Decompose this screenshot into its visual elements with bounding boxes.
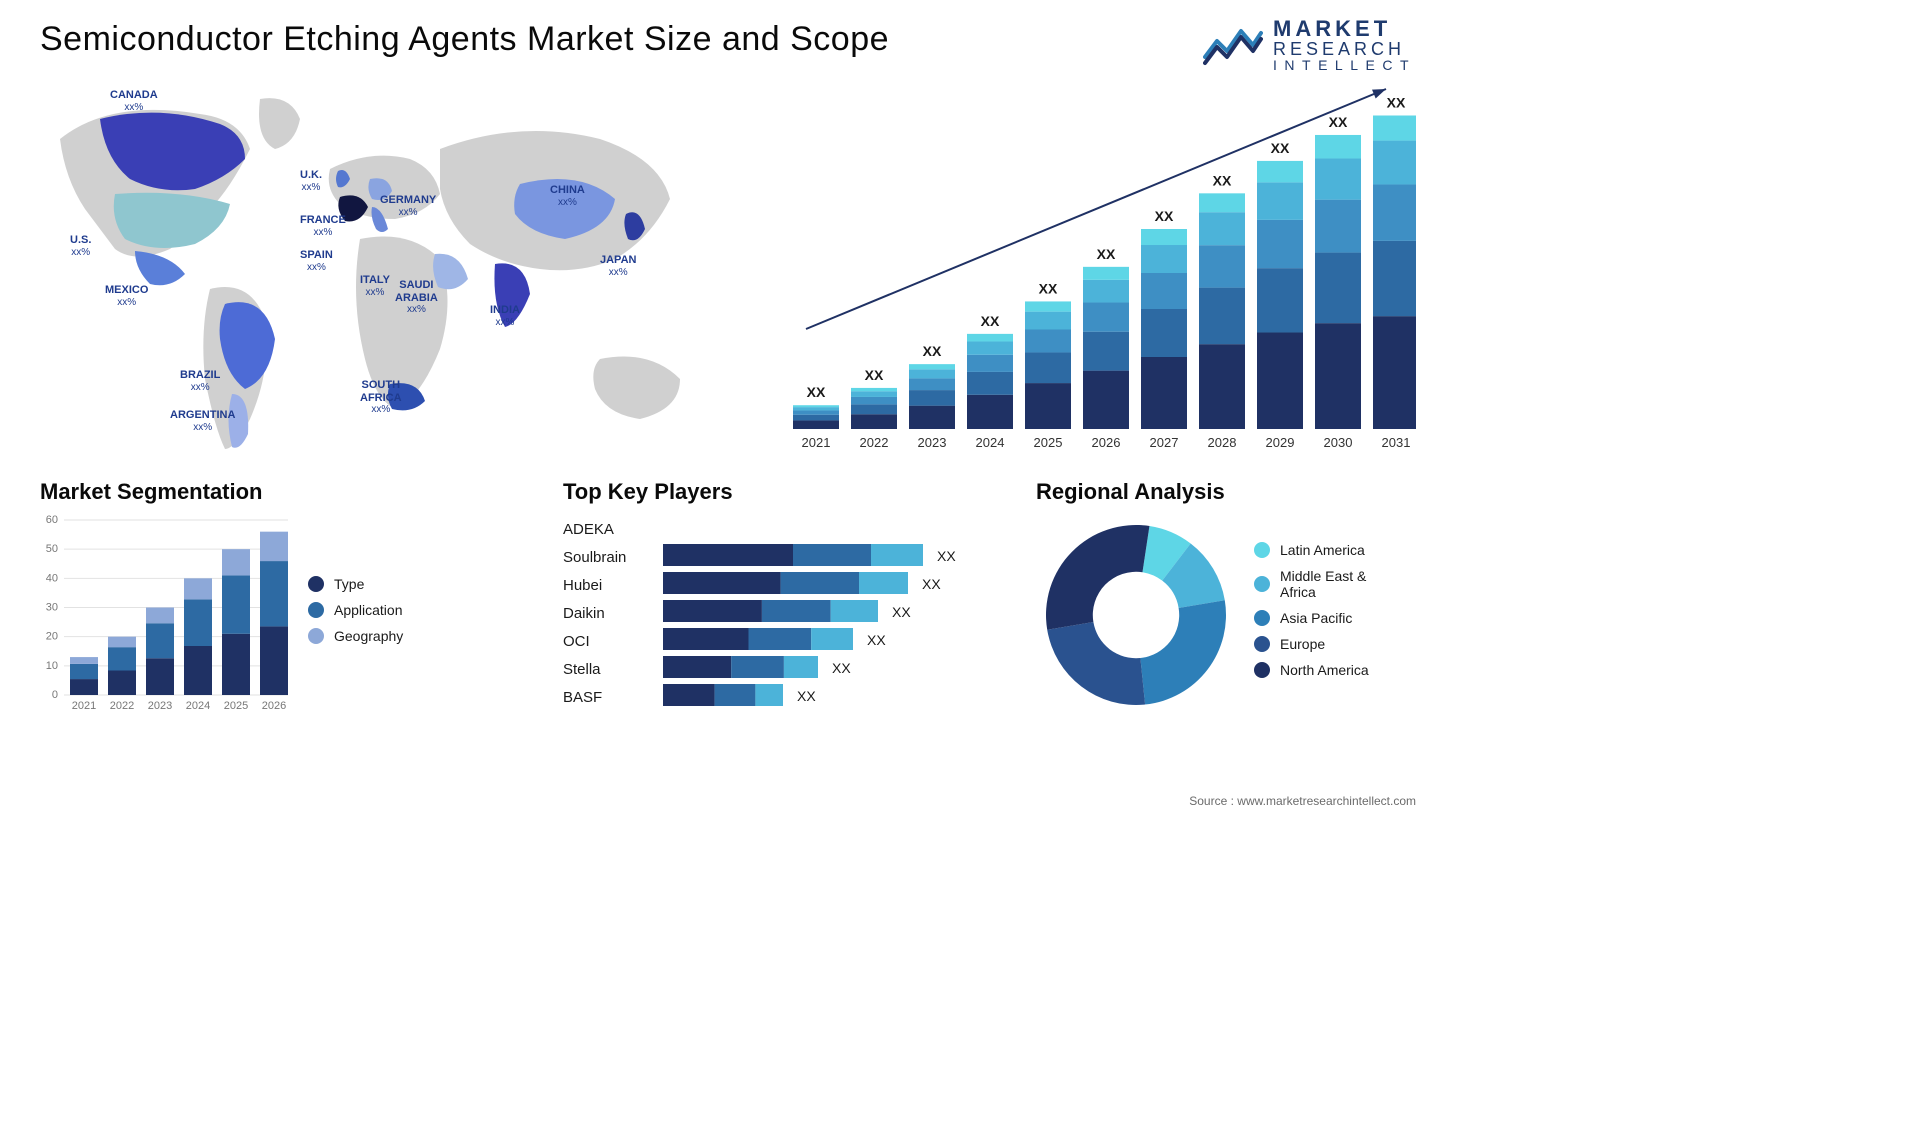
- svg-text:2023: 2023: [148, 700, 172, 712]
- svg-text:XX: XX: [1329, 114, 1348, 130]
- svg-text:60: 60: [46, 515, 58, 526]
- segmentation-chart: 0 10 20 30 40 50 60 2021 2022 2023 2024 2025 2026: [40, 515, 290, 715]
- svg-text:2021: 2021: [802, 435, 831, 450]
- svg-text:XX: XX: [1097, 246, 1116, 262]
- logo-text-1: MARKET: [1273, 18, 1416, 40]
- svg-text:2030: 2030: [1324, 435, 1353, 450]
- svg-text:XX: XX: [807, 384, 826, 400]
- svg-text:0: 0: [52, 689, 58, 701]
- svg-text:XX: XX: [1039, 280, 1058, 296]
- world-map-region: CANADAxx% U.S.xx% MEXICOxx% BRAZILxx% ARGENT…: [40, 79, 720, 459]
- player-label: ADEKA: [563, 515, 663, 543]
- map-label: SOUTHAFRICAxx%: [360, 379, 402, 416]
- svg-text:2028: 2028: [1208, 435, 1237, 450]
- legend-item: Geography: [308, 628, 403, 644]
- svg-text:XX: XX: [832, 660, 851, 676]
- legend-item: Asia Pacific: [1254, 610, 1369, 626]
- main-forecast-chart: XX 2021 XX 2022 XX 2023 XX 2024 XX 2025 XX 2026 XX 20…: [776, 79, 1416, 459]
- map-label: GERMANYxx%: [380, 194, 436, 218]
- svg-text:2022: 2022: [860, 435, 889, 450]
- legend-item: Middle East &Africa: [1254, 568, 1369, 600]
- svg-text:2025: 2025: [1034, 435, 1063, 450]
- map-label: ARGENTINAxx%: [170, 409, 235, 433]
- map-label: SAUDIARABIAxx%: [395, 279, 438, 316]
- svg-text:20: 20: [46, 631, 58, 643]
- map-label: INDIAxx%: [490, 304, 520, 328]
- segmentation-title: Market Segmentation: [40, 479, 540, 505]
- brand-logo: MARKET RESEARCH INTELLECT: [1203, 18, 1416, 72]
- player-label: OCI: [563, 627, 663, 655]
- segmentation-legend: Type Application Geography: [308, 515, 403, 715]
- svg-text:30: 30: [46, 602, 58, 614]
- logo-text-2: RESEARCH: [1273, 40, 1416, 58]
- player-label: Soulbrain: [563, 543, 663, 571]
- svg-text:2024: 2024: [186, 700, 210, 712]
- map-label: SPAINxx%: [300, 249, 333, 273]
- svg-text:40: 40: [46, 572, 58, 584]
- svg-text:50: 50: [46, 543, 58, 555]
- source-text: Source : www.marketresearchintellect.com: [1189, 794, 1416, 808]
- legend-item: Latin America: [1254, 542, 1369, 558]
- logo-icon: [1203, 23, 1263, 67]
- svg-text:XX: XX: [981, 313, 1000, 329]
- svg-text:2023: 2023: [918, 435, 947, 450]
- regional-legend: Latin America Middle East &Africa Asia Pac…: [1254, 542, 1369, 688]
- legend-item: Type: [308, 576, 403, 592]
- players-chart: XX XX XX XX XX XX: [663, 515, 993, 720]
- legend-item: Application: [308, 602, 403, 618]
- map-label: U.K.xx%: [300, 169, 322, 193]
- player-label: BASF: [563, 683, 663, 711]
- player-label: Hubei: [563, 571, 663, 599]
- map-label: FRANCExx%: [300, 214, 346, 238]
- svg-text:XX: XX: [923, 343, 942, 359]
- svg-text:10: 10: [46, 660, 58, 672]
- regional-title: Regional Analysis: [1036, 479, 1416, 505]
- svg-text:XX: XX: [1387, 95, 1406, 111]
- map-label: U.S.xx%: [70, 234, 91, 258]
- map-label: BRAZILxx%: [180, 369, 220, 393]
- svg-text:XX: XX: [1271, 140, 1290, 156]
- logo-text-3: INTELLECT: [1273, 58, 1416, 72]
- svg-text:2026: 2026: [1092, 435, 1121, 450]
- legend-item: Europe: [1254, 636, 1369, 652]
- svg-text:2027: 2027: [1150, 435, 1179, 450]
- svg-text:XX: XX: [797, 688, 816, 704]
- map-label: CANADAxx%: [110, 89, 158, 113]
- player-label: Stella: [563, 655, 663, 683]
- svg-text:XX: XX: [1213, 172, 1232, 188]
- map-label: JAPANxx%: [600, 254, 636, 278]
- svg-text:XX: XX: [865, 367, 884, 383]
- svg-text:2021: 2021: [72, 700, 96, 712]
- players-title: Top Key Players: [563, 479, 1013, 505]
- svg-text:XX: XX: [937, 548, 956, 564]
- map-label: CHINAxx%: [550, 184, 585, 208]
- svg-text:2029: 2029: [1266, 435, 1295, 450]
- svg-text:2024: 2024: [976, 435, 1005, 450]
- map-label: MEXICOxx%: [105, 284, 148, 308]
- regional-donut-chart: [1036, 515, 1236, 715]
- svg-text:XX: XX: [867, 632, 886, 648]
- legend-item: North America: [1254, 662, 1369, 678]
- svg-text:XX: XX: [1155, 208, 1174, 224]
- svg-text:XX: XX: [892, 604, 911, 620]
- svg-text:2025: 2025: [224, 700, 248, 712]
- svg-text:2031: 2031: [1382, 435, 1411, 450]
- players-labels: ADEKASoulbrainHubeiDaikinOCIStellaBASF: [563, 515, 663, 720]
- player-label: Daikin: [563, 599, 663, 627]
- svg-text:XX: XX: [922, 576, 941, 592]
- svg-text:2022: 2022: [110, 700, 134, 712]
- svg-text:2026: 2026: [262, 700, 286, 712]
- map-label: ITALYxx%: [360, 274, 390, 298]
